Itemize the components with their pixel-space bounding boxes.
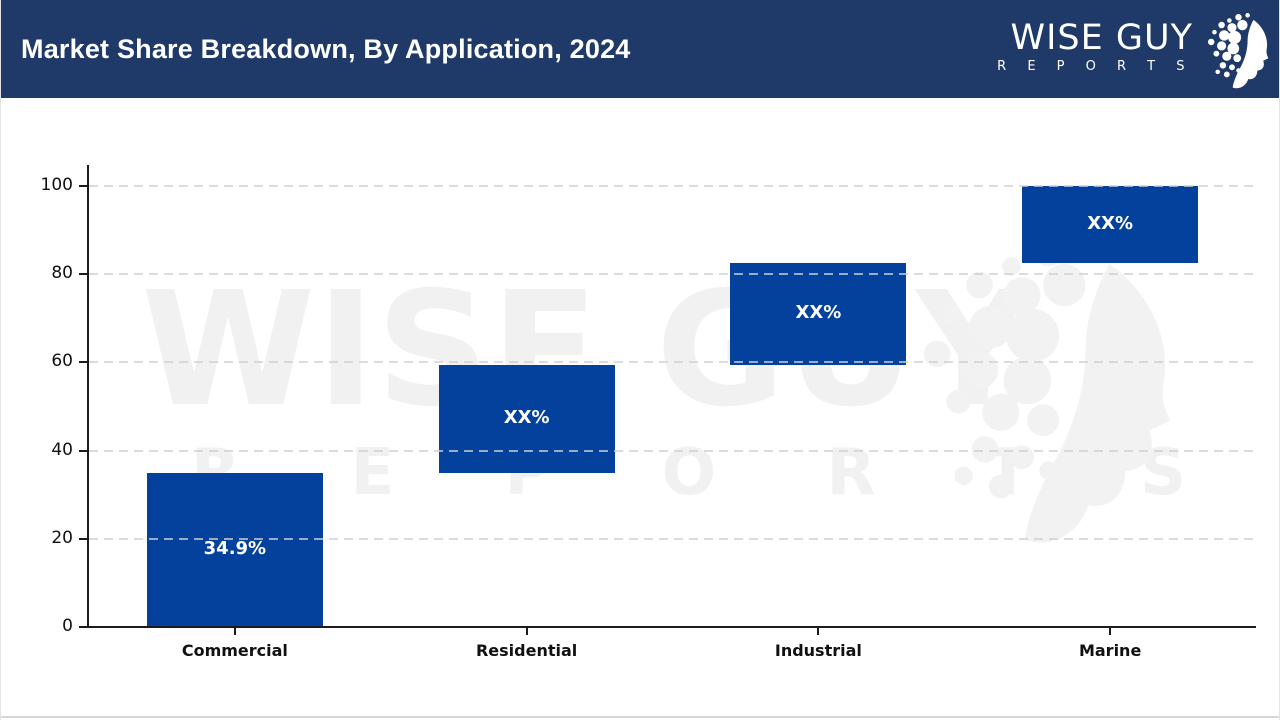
x-tick-label-marine: Marine	[1078, 641, 1142, 660]
gridline-80	[89, 273, 1256, 276]
y-tick-label-0: 0	[62, 616, 73, 636]
gridline-60	[89, 361, 1256, 364]
brand-head-icon	[1207, 13, 1269, 89]
brand-logo-text: WISE GUY R E P O R T S	[997, 20, 1193, 76]
gridline-100	[89, 185, 1256, 187]
header-band: Market Share Breakdown, By Application, …	[1, 0, 1279, 98]
y-tick-label-60: 60	[51, 351, 73, 372]
x-tick-residential	[525, 627, 528, 635]
watermark-brand-subname: R E P O R T S	[191, 436, 1231, 510]
y-tick-label-40: 40	[51, 439, 73, 460]
x-axis-line	[87, 626, 1256, 628]
y-tick-0	[79, 626, 87, 628]
bar-label-marine: XX%	[1087, 212, 1134, 234]
y-tick-40	[79, 449, 87, 452]
bar-label-residential: XX%	[503, 407, 550, 429]
x-tick-marine	[1109, 627, 1112, 635]
y-tick-60	[79, 361, 87, 364]
brand-logo: WISE GUY R E P O R T S	[997, 6, 1269, 94]
x-tick-commercial	[233, 627, 236, 635]
x-tick-industrial	[817, 627, 820, 635]
bar-commercial	[146, 473, 323, 627]
y-tick-20	[79, 537, 87, 540]
brand-name: WISE GUY	[1010, 18, 1193, 58]
x-tick-label-residential: Residential	[475, 641, 578, 660]
y-axis-line	[87, 165, 89, 628]
bar-label-industrial: XX%	[795, 302, 842, 324]
y-tick-label-100: 100	[40, 175, 73, 195]
bar-industrial	[730, 263, 907, 366]
gridline-40	[89, 449, 1256, 452]
y-tick-80	[79, 273, 87, 276]
brand-subname: R E P O R T S	[997, 59, 1193, 74]
x-tick-label-commercial: Commercial	[181, 641, 288, 660]
bar-label-commercial: 34.9%	[203, 538, 267, 560]
y-tick-label-80: 80	[51, 263, 73, 284]
bottom-border	[1, 716, 1279, 718]
x-tick-label-industrial: Industrial	[774, 641, 862, 660]
watermark-head-icon	[923, 236, 1171, 543]
gridline-20	[89, 537, 1256, 540]
bar-residential	[438, 365, 615, 474]
y-tick-label-20: 20	[51, 527, 73, 548]
page-title: Market Share Breakdown, By Application, …	[21, 33, 631, 64]
y-tick-100	[79, 185, 87, 187]
